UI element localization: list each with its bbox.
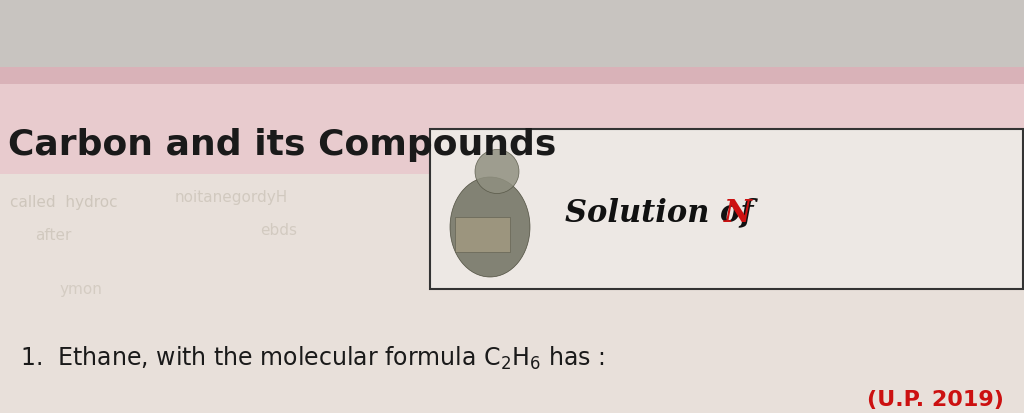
Bar bbox=[430, 130, 1023, 289]
Ellipse shape bbox=[450, 178, 530, 277]
Text: (U.P. 2019): (U.P. 2019) bbox=[867, 389, 1004, 409]
Text: called  hydroc: called hydroc bbox=[10, 195, 118, 209]
Text: ymon: ymon bbox=[60, 281, 102, 296]
Text: noitanegordyH: noitanegordyH bbox=[175, 190, 288, 204]
Text: alumrof: alumrof bbox=[455, 277, 514, 292]
Bar bbox=[0, 60, 1024, 175]
Circle shape bbox=[475, 150, 519, 194]
Bar bbox=[0, 0, 1024, 68]
Bar bbox=[455, 217, 510, 252]
Text: ebds: ebds bbox=[260, 223, 297, 237]
Text: N: N bbox=[723, 197, 752, 228]
Bar bbox=[0, 60, 1024, 85]
Text: Solution of: Solution of bbox=[565, 197, 764, 228]
Text: ballad: ballad bbox=[680, 185, 727, 199]
Text: after: after bbox=[35, 228, 72, 242]
Text: Carbon and its Compounds: Carbon and its Compounds bbox=[8, 128, 556, 161]
Text: 1.  Ethane, with the molecular formula C$_2$H$_6$ has :: 1. Ethane, with the molecular formula C$… bbox=[20, 344, 604, 371]
